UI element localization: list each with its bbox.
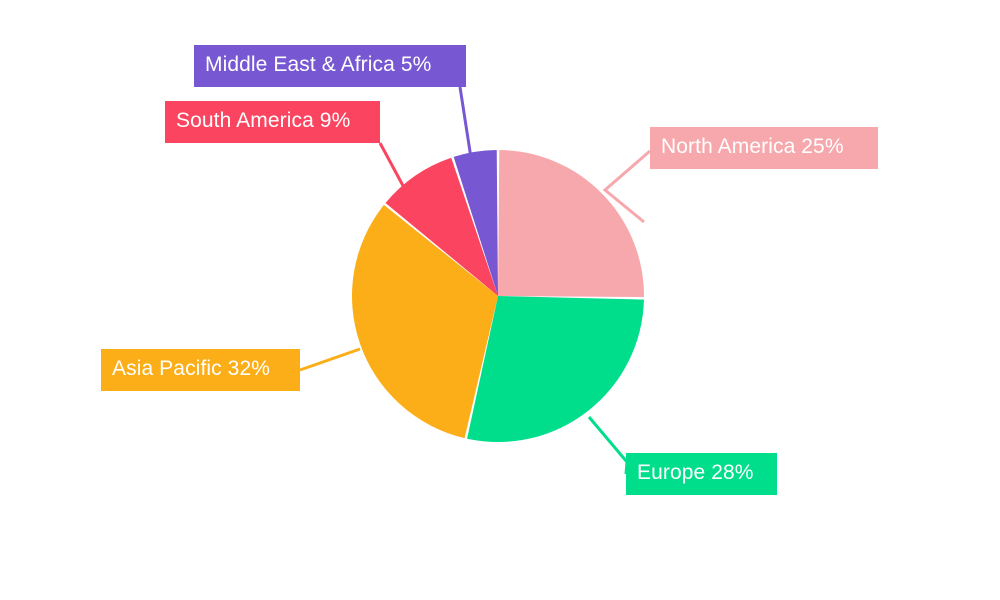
pie-slice-label[interactable]: South America 9% xyxy=(165,101,380,143)
pie-slice[interactable] xyxy=(498,150,645,298)
leader-line xyxy=(602,149,651,224)
pie-slice-label[interactable]: Middle East & Africa 5% xyxy=(194,45,466,87)
pie-slice-label[interactable]: North America 25% xyxy=(650,127,878,169)
pie-slice-label[interactable]: Asia Pacific 32% xyxy=(101,349,300,391)
leader-line xyxy=(299,347,361,372)
pie-slice-group xyxy=(351,150,645,443)
pie-slice[interactable] xyxy=(467,296,644,443)
pie-slice[interactable] xyxy=(351,204,498,439)
leader-line xyxy=(587,416,629,475)
pie-slice-label[interactable]: Europe 28% xyxy=(626,453,777,495)
leader-line xyxy=(458,86,473,159)
pie-slice[interactable] xyxy=(385,157,498,296)
pie-slice[interactable] xyxy=(453,150,498,296)
